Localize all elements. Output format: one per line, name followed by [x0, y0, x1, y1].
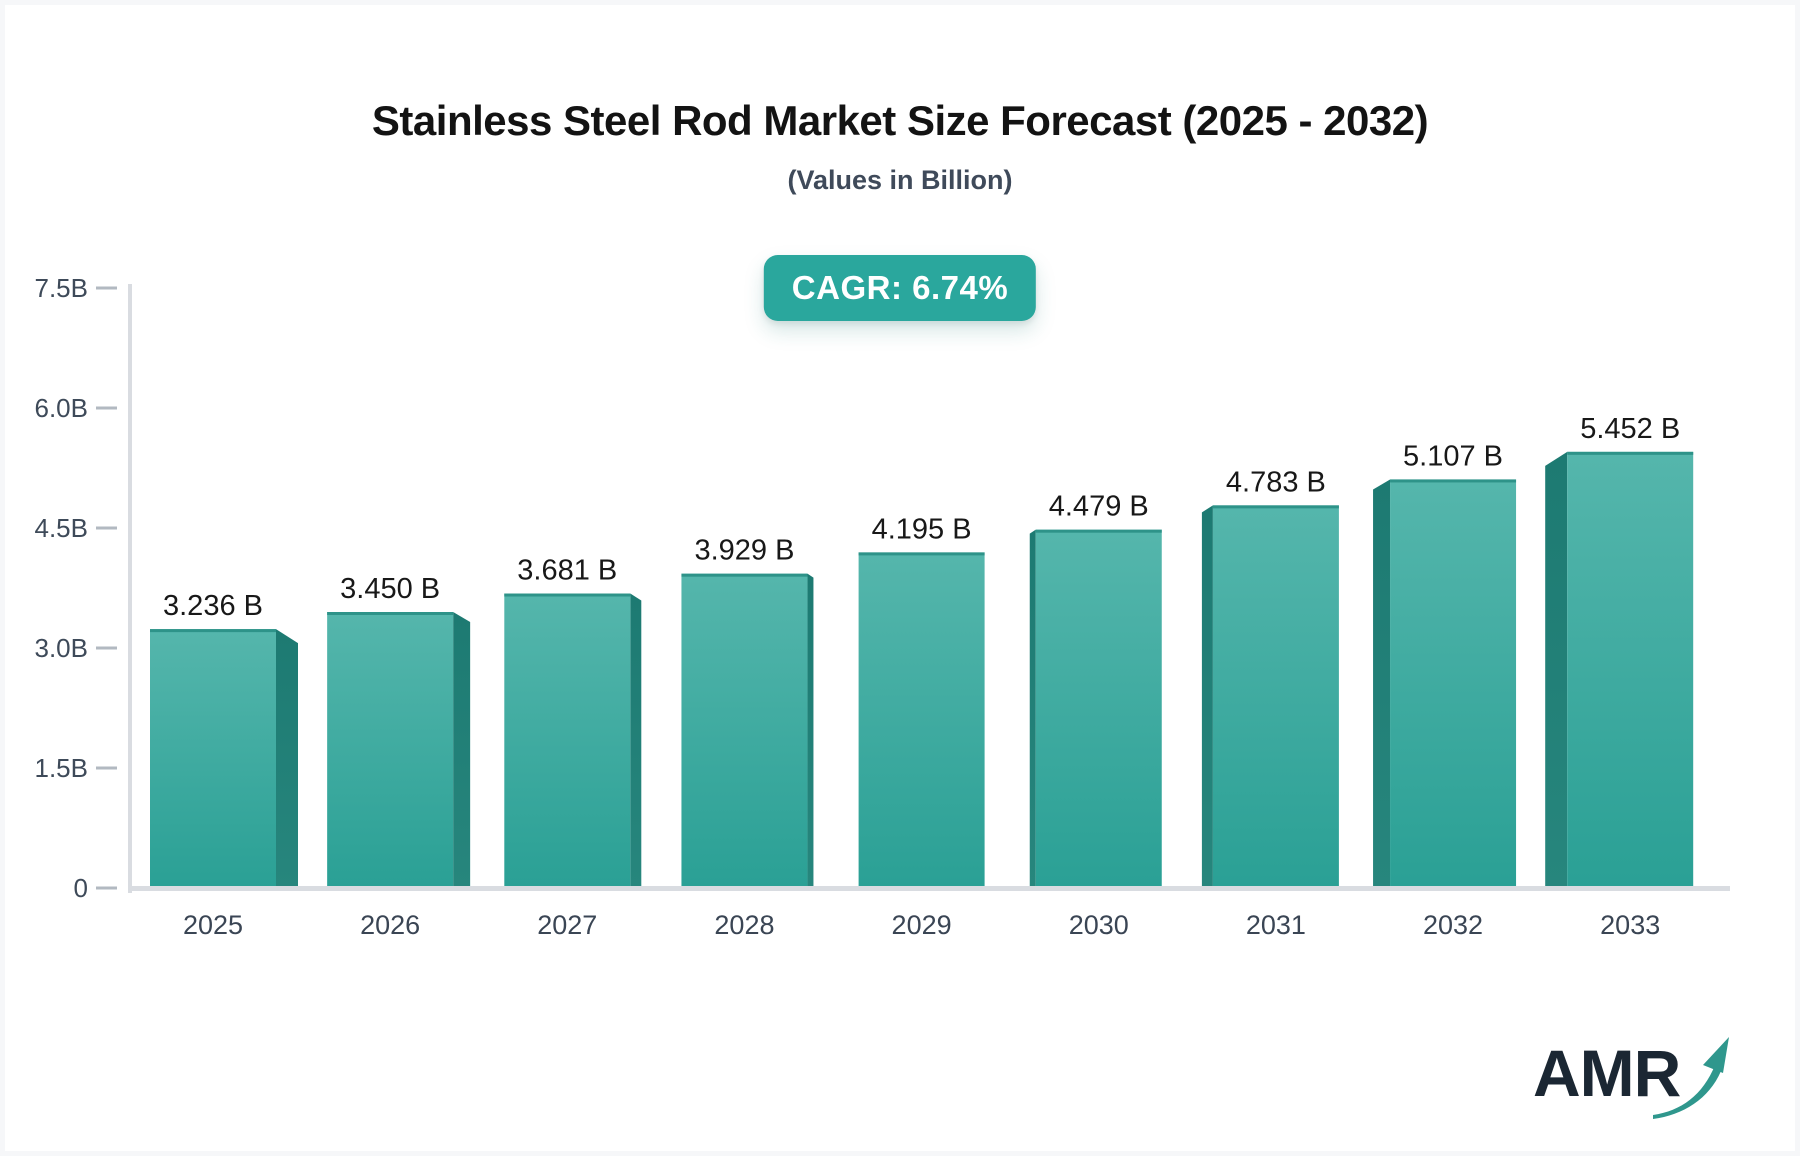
y-axis-tick-label: 6.0B	[35, 393, 89, 423]
y-axis-tick-mark	[96, 766, 117, 770]
y-axis-tick-mark	[96, 286, 117, 290]
x-axis-label-2028: 2028	[714, 910, 774, 940]
bar-value-label: 3.681 B	[517, 555, 617, 587]
bar-2026	[327, 612, 454, 888]
bar-2027	[504, 593, 631, 888]
bar-2028	[681, 573, 808, 888]
y-axis-tick-label: 3.0B	[35, 633, 89, 663]
bar-top-edge	[327, 612, 454, 615]
x-axis-label-2029: 2029	[892, 910, 952, 940]
bar-3d-side	[1029, 529, 1036, 888]
bar-top-edge	[1567, 451, 1694, 455]
x-axis-label-2026: 2026	[360, 910, 420, 940]
bar-top-edge	[681, 573, 808, 577]
bar-value-label: 3.236 B	[163, 590, 263, 622]
bar-top-edge	[1035, 529, 1162, 533]
bar-value-label: 3.929 B	[694, 535, 794, 567]
chart-subtitle: (Values in Billion)	[787, 165, 1013, 195]
bar-top-edge	[858, 552, 985, 556]
bar-value-label: 4.479 B	[1049, 491, 1149, 523]
bar-2031	[1212, 505, 1339, 888]
bar-value-label: 5.107 B	[1403, 440, 1503, 472]
x-axis-label-2027: 2027	[537, 910, 597, 940]
y-axis-tick-mark	[96, 646, 117, 650]
bar-2030	[1035, 529, 1162, 888]
y-axis-tick-label: 1.5B	[35, 753, 89, 783]
bar-3d-side	[1201, 505, 1213, 888]
bar-3d-side	[1545, 451, 1568, 888]
growth-arrow-icon	[1653, 1037, 1729, 1119]
bar-2029	[858, 552, 985, 888]
x-axis-label-2033: 2033	[1600, 910, 1660, 940]
bar-value-label: 5.452 B	[1580, 413, 1680, 445]
y-axis-tick-mark	[96, 526, 117, 530]
x-axis-label-2032: 2032	[1423, 910, 1483, 940]
amr-logo-text: AMR	[1533, 1036, 1681, 1110]
x-axis-label-2025: 2025	[183, 910, 243, 940]
amr-logo: AMR	[1533, 1027, 1733, 1137]
bar-3d-side	[630, 593, 642, 888]
y-axis-line	[128, 284, 132, 893]
bar-top-edge	[1212, 505, 1339, 509]
bar-2025	[150, 629, 276, 888]
x-axis-line	[128, 886, 1730, 891]
y-axis-tick-mark	[96, 406, 117, 410]
bar-2033	[1567, 451, 1694, 888]
x-axis-label-2031: 2031	[1246, 910, 1306, 940]
bar-3d-side	[276, 629, 298, 888]
bar-value-label: 3.450 B	[340, 573, 440, 605]
cagr-badge: CAGR: 6.74%	[763, 255, 1037, 321]
y-axis-tick-label: 0	[74, 873, 88, 903]
bar-3d-side	[453, 612, 471, 888]
bar-3d-side	[1373, 479, 1391, 888]
bar-value-label: 4.783 B	[1226, 466, 1326, 498]
bar-2032	[1390, 479, 1517, 888]
bar-top-edge	[1390, 479, 1517, 483]
chart-title: Stainless Steel Rod Market Size Forecast…	[371, 97, 1429, 144]
bar-top-edge	[504, 593, 631, 597]
y-axis-tick-label: 4.5B	[35, 513, 89, 543]
bar-value-label: 4.195 B	[872, 513, 972, 545]
x-axis-label-2030: 2030	[1069, 910, 1129, 940]
y-axis-tick-label: 7.5B	[35, 273, 89, 303]
cagr-badge-label: CAGR: 6.74%	[791, 269, 1009, 306]
chart-card: Stainless Steel Rod Market Size Forecast…	[5, 5, 1795, 1151]
bar-3d-side	[807, 573, 814, 888]
y-axis-tick-mark	[96, 886, 117, 890]
bar-top-edge	[150, 629, 276, 633]
